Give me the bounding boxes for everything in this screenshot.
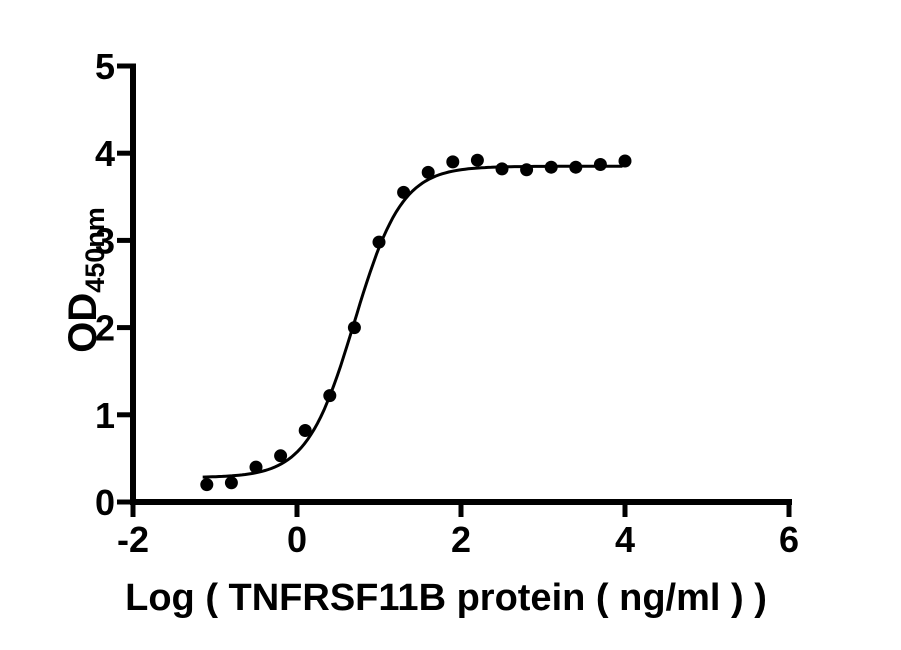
data-point [347,321,361,335]
y-tick-label: 3 [95,220,115,261]
data-point [323,389,337,403]
data-point [298,424,312,437]
y-tick-label: 0 [95,482,115,523]
x-tick-label: 0 [287,519,307,560]
y-tick-label: 4 [95,133,115,174]
data-point [421,165,435,179]
y-axis-title: OD450nm [61,207,110,353]
data-point [569,160,583,174]
data-point [446,155,460,169]
y-axis-title-subscript: 450nm [80,207,110,293]
data-point [274,449,288,463]
x-tick-label: 4 [615,519,635,560]
axes-layer [130,63,792,505]
x-tick-label: -2 [117,519,149,560]
data-point [544,160,558,174]
data-point [495,162,509,176]
data-point [372,235,386,249]
y-tick-label: 1 [95,395,115,436]
y-tick-label: 5 [95,46,115,87]
data-point [520,163,534,177]
x-tick-label: 6 [779,519,799,560]
data-point [224,476,238,490]
y-tick-label: 2 [95,308,115,349]
fit-curve-layer [202,164,623,479]
fit-curve [202,164,623,479]
y-axis-title-main: OD [61,293,105,353]
x-tick-label: 2 [451,519,471,560]
x-axis-title: Log ( TNFRSF11B protein ( ng/ml ) ) [125,577,767,619]
data-points-layer [200,153,632,492]
data-point [397,185,411,199]
data-point [593,158,607,171]
data-point [618,154,632,168]
data-point [200,478,214,492]
data-point [249,460,263,474]
data-point [470,153,484,167]
